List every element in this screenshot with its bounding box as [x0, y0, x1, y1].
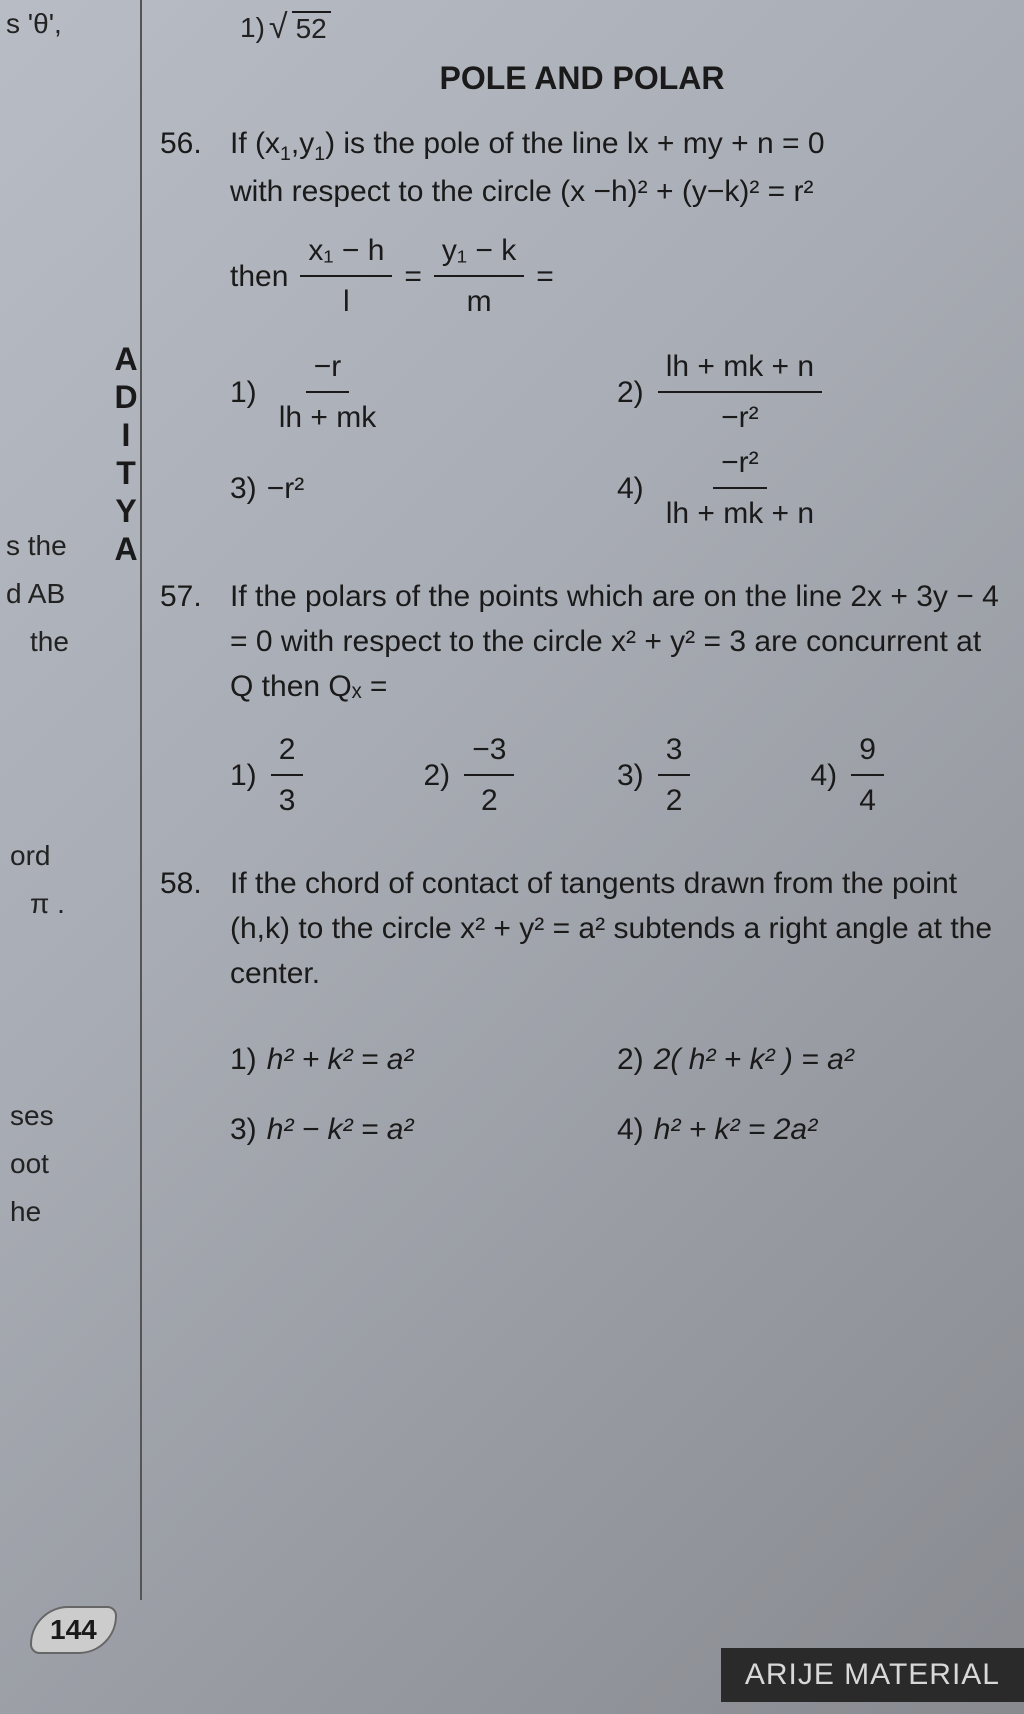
option-57-3: 3) 32: [617, 727, 811, 823]
option-body: h² + k² = a²: [267, 1037, 414, 1082]
frac-num: 9: [851, 727, 884, 776]
equals: =: [404, 254, 422, 299]
frac-num: 3: [658, 727, 691, 776]
option-label: 4): [811, 753, 838, 798]
gutter-fragment: ses: [10, 1100, 54, 1132]
frac-den: m: [459, 277, 500, 324]
gutter-fragment: s 'θ',: [6, 8, 62, 40]
option-body: h² − k² = a²: [267, 1107, 414, 1152]
option-label: 4): [617, 1107, 644, 1152]
option-label: 1): [230, 753, 257, 798]
option-56-3: 3) −r²: [230, 440, 617, 536]
option-label: 1): [230, 370, 257, 415]
frac-den: 2: [658, 776, 691, 823]
gutter-fragment: d AB: [6, 578, 65, 610]
option-label: 4): [617, 466, 644, 511]
section-header: POLE AND POLAR: [160, 60, 1004, 97]
text: If the polars of the points which are on…: [230, 580, 999, 703]
frac-den: 3: [271, 776, 304, 823]
frac-num: −3: [464, 727, 514, 776]
frac-num: 2: [271, 727, 304, 776]
question-number: 58.: [160, 861, 230, 906]
footer-brand: ARIJE MATERIAL: [721, 1648, 1024, 1702]
option-56-2: 2) lh + mk + n−r²: [617, 344, 1004, 440]
frac-den: 2: [473, 776, 506, 823]
gutter-fragment: the: [30, 626, 69, 658]
option-58-1: 1) h² + k² = a²: [230, 1024, 617, 1094]
option-57-2: 2) −32: [424, 727, 618, 823]
frac-den: l: [335, 277, 358, 324]
text: If (x: [230, 127, 280, 160]
option-label: 1): [230, 1037, 257, 1082]
gutter-fragment: ord: [10, 840, 50, 872]
question-number: 57.: [160, 574, 230, 619]
page-number: 144: [30, 1606, 117, 1654]
text: ,y: [291, 127, 314, 160]
option-58-3: 3) h² − k² = a²: [230, 1094, 617, 1164]
question-58: 58. If the chord of contact of tangents …: [160, 861, 1004, 1164]
text: with respect to the circle (x −h)² + (y−…: [230, 175, 814, 208]
option-label: 3): [230, 1107, 257, 1152]
equals: =: [536, 254, 554, 299]
question-56: 56. If (x1,y1) is the pole of the line l…: [160, 121, 1004, 536]
text: then: [230, 254, 288, 299]
frac-den: −r²: [713, 393, 767, 440]
option-label: 3): [230, 466, 257, 511]
text: ) is the pole of the line lx + my + n = …: [325, 127, 824, 160]
option-body: −r²: [267, 466, 305, 511]
option-58-4: 4) h² + k² = 2a²: [617, 1094, 1004, 1164]
option-57-4: 4) 94: [811, 727, 1005, 823]
option-body: 2( h² + k² ) = a²: [654, 1037, 854, 1082]
option-label: 2): [617, 370, 644, 415]
option-body: h² + k² = 2a²: [654, 1107, 817, 1152]
gutter-fragment: he: [10, 1196, 41, 1228]
gutter-fragment: oot: [10, 1148, 49, 1180]
frac-num: x₁ − h: [300, 228, 392, 277]
option-56-1: 1) −rlh + mk: [230, 344, 617, 440]
option-label: 2): [617, 1037, 644, 1082]
brand-vertical: ADITYA: [110, 340, 140, 568]
frac-num: −r²: [713, 440, 767, 489]
frac-den: lh + mk: [271, 393, 385, 440]
frac-den: lh + mk + n: [658, 489, 822, 536]
option-label: 2): [424, 753, 451, 798]
frac-num: y₁ − k: [434, 228, 524, 277]
option-57-1: 1) 23: [230, 727, 424, 823]
frac-den: 4: [851, 776, 884, 823]
option-58-2: 2) 2( h² + k² ) = a²: [617, 1024, 1004, 1094]
option-label: 3): [617, 753, 644, 798]
frac-num: lh + mk + n: [658, 344, 822, 393]
question-number: 56.: [160, 121, 230, 166]
question-57: 57. If the polars of the points which ar…: [160, 574, 1004, 823]
gutter-fragment: s the: [6, 530, 67, 562]
option-56-4: 4) −r²lh + mk + n: [617, 440, 1004, 536]
gutter-fragment: π .: [30, 888, 65, 920]
text: If the chord of contact of tangents draw…: [230, 867, 992, 990]
frac-num: −r: [306, 344, 350, 393]
